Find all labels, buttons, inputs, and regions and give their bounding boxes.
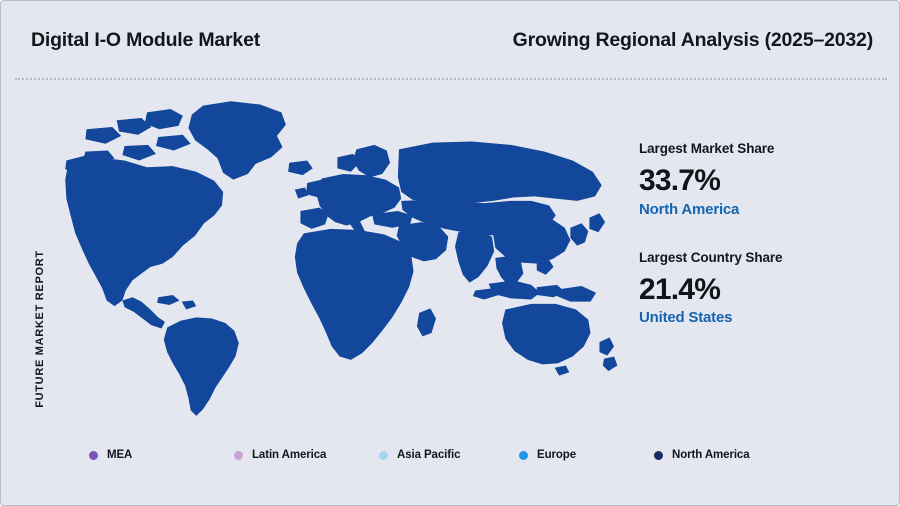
legend-item-asia-pacific: Asia Pacific: [379, 449, 460, 461]
legend-dot-icon: [89, 450, 98, 460]
legend-dot-icon: [654, 450, 663, 460]
legend-label: Latin America: [252, 449, 327, 461]
stat-value: 21.4%: [639, 272, 721, 306]
stat-value: 33.7%: [639, 164, 721, 197]
legend-item-europe: Europe: [519, 449, 576, 461]
legend-dot-icon: [234, 450, 243, 460]
world-map: [63, 93, 623, 423]
map-legend: MEA Latin America Asia Pacific Europe No…: [89, 449, 789, 469]
legend-dot-icon: [379, 450, 388, 460]
legend-label: North America: [672, 449, 750, 461]
legend-item-mea: MEA: [89, 449, 132, 461]
stat-block-market-share: Largest Market Share 33.7% North America: [639, 141, 889, 218]
legend-dot-icon: [519, 450, 528, 460]
stat-region: North America: [639, 200, 740, 218]
legend-item-north-america: North America: [654, 449, 750, 461]
stat-label: Largest Country Share: [639, 249, 783, 265]
stat-label: Largest Market Share: [639, 141, 775, 156]
legend-label: MEA: [107, 449, 133, 461]
legend-label: Europe: [537, 449, 577, 461]
stats-panel: Largest Market Share 33.7% North America…: [639, 141, 889, 326]
page-title: Digital I-O Module Market: [31, 28, 261, 51]
report-header: Digital I-O Module Market Growing Region…: [1, 1, 899, 79]
brand-rail: FUTURE MARKET REPORT: [31, 239, 49, 419]
legend-label: Asia Pacific: [397, 449, 461, 461]
header-divider: [15, 78, 887, 80]
stat-region: United States: [639, 309, 733, 326]
stat-block-country-share: Largest Country Share 21.4% United State…: [639, 250, 889, 327]
world-map-landmasses: [65, 101, 618, 416]
header-subtitle: Growing Regional Analysis (2025–2032): [512, 28, 874, 51]
brand-label: FUTURE MARKET REPORT: [34, 250, 46, 408]
world-map-svg: [65, 101, 618, 416]
legend-item-latin-america: Latin America: [234, 449, 326, 461]
